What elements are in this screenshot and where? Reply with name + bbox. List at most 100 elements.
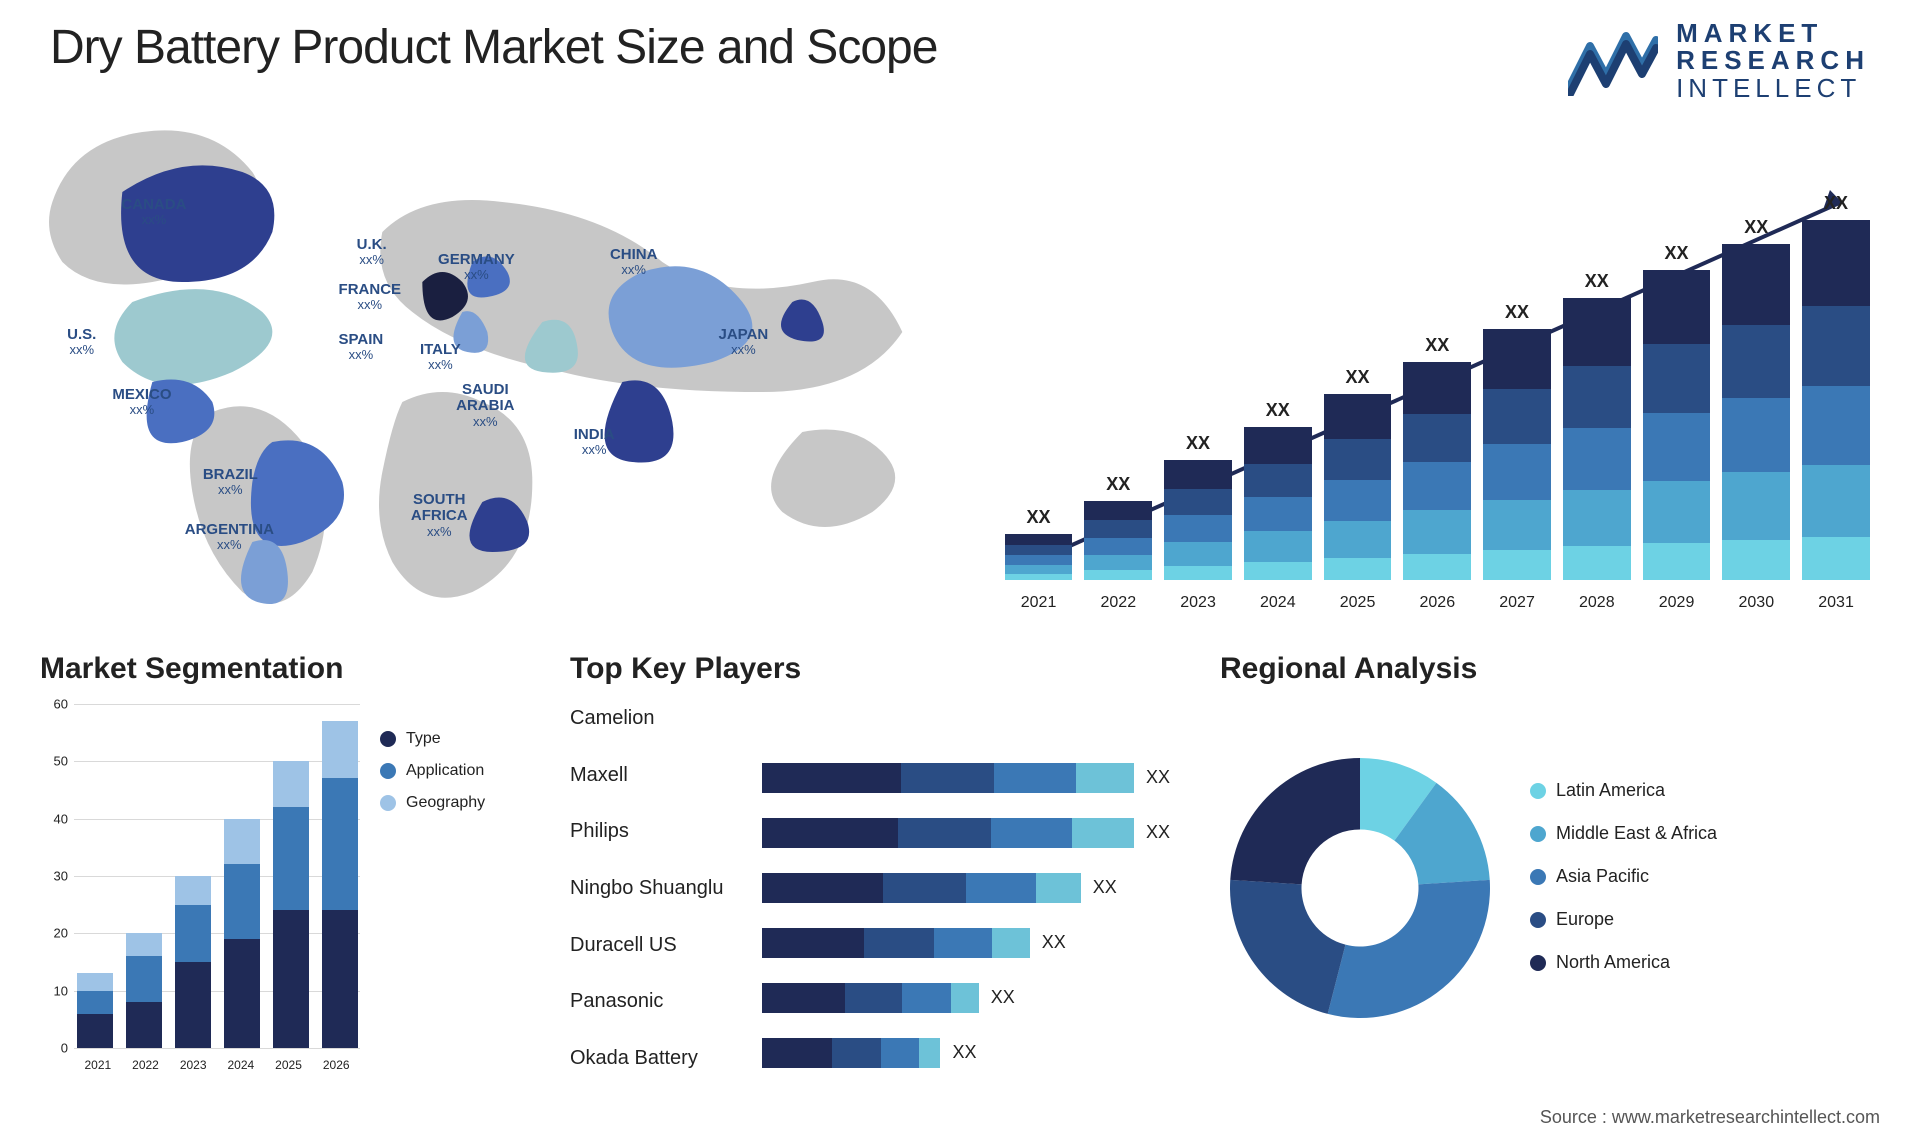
segmentation-bar (77, 973, 113, 1048)
segmentation-year-label: 2023 (169, 1058, 217, 1072)
growth-bar: XX (1324, 367, 1392, 579)
growth-bar: XX (1722, 217, 1790, 580)
key-players-section: Top Key Players CamelionMaxellPhilipsNin… (570, 652, 1170, 1072)
regional-legend-item: North America (1530, 952, 1880, 973)
growth-xaxis: 2021202220232024202520262027202820292030… (1005, 594, 1870, 612)
segmentation-legend-item: Geography (380, 794, 520, 812)
growth-bar: XX (1643, 243, 1711, 580)
key-players-bars: XX XX XX XX XX XX (762, 704, 1170, 1072)
donut-slice (1230, 880, 1345, 1014)
key-player-name: Panasonic (570, 991, 750, 1011)
growth-bar-value: XX (1744, 217, 1768, 238)
growth-bar-value: XX (1266, 400, 1290, 421)
key-players-title: Top Key Players (570, 652, 1170, 686)
segmentation-bar (175, 876, 211, 1048)
segmentation-title: Market Segmentation (40, 652, 520, 686)
legend-label: Type (406, 730, 441, 748)
key-player-name: Maxell (570, 765, 750, 785)
growth-year-label: 2023 (1164, 594, 1232, 612)
key-player-name: Duracell US (570, 935, 750, 955)
legend-dot (1530, 826, 1546, 842)
growth-year-label: 2024 (1244, 594, 1312, 612)
logo-line-2: RESEARCH (1676, 47, 1870, 74)
key-player-value: XX (1146, 822, 1170, 843)
growth-year-label: 2030 (1722, 594, 1790, 612)
region-china (609, 266, 753, 367)
donut-slice (1328, 880, 1490, 1018)
world-map-svg (40, 112, 945, 612)
key-player-name: Philips (570, 821, 750, 841)
legend-dot (1530, 869, 1546, 885)
legend-label: North America (1556, 952, 1670, 973)
regional-legend-item: Latin America (1530, 780, 1880, 801)
region-us (114, 289, 272, 385)
key-player-value: XX (953, 1042, 977, 1063)
segmentation-year-label: 2022 (122, 1058, 170, 1072)
growth-bar: XX (1084, 474, 1152, 580)
region-brazil (251, 440, 344, 546)
regional-section: Regional Analysis Latin America Middle Ea… (1220, 652, 1880, 1072)
logo-text: MARKET RESEARCH INTELLECT (1676, 20, 1870, 102)
segmentation-bar (273, 761, 309, 1048)
donut-svg (1220, 748, 1500, 1028)
key-player-row (762, 708, 1170, 738)
legend-label: Latin America (1556, 780, 1665, 801)
key-player-row: XX (762, 928, 1170, 958)
growth-year-label: 2027 (1483, 594, 1551, 612)
page-title: Dry Battery Product Market Size and Scop… (50, 20, 937, 75)
regional-title: Regional Analysis (1220, 652, 1880, 686)
regional-donut (1220, 748, 1500, 1028)
logo-line-1: MARKET (1676, 20, 1870, 47)
growth-year-label: 2021 (1005, 594, 1073, 612)
growth-year-label: 2031 (1802, 594, 1870, 612)
key-player-value: XX (1042, 932, 1066, 953)
growth-year-label: 2028 (1563, 594, 1631, 612)
segmentation-section: Market Segmentation 0102030405060 202120… (40, 652, 520, 1072)
growth-bar-value: XX (1106, 474, 1130, 495)
header: Dry Battery Product Market Size and Scop… (40, 20, 1880, 102)
key-player-row: XX (762, 1038, 1170, 1068)
segmentation-legend-item: Application (380, 762, 520, 780)
key-player-name: Camelion (570, 708, 750, 728)
key-player-row: XX (762, 983, 1170, 1013)
growth-bar-value: XX (1824, 193, 1848, 214)
segmentation-xaxis: 202120222023202420252026 (74, 1058, 360, 1072)
growth-year-label: 2029 (1643, 594, 1711, 612)
segmentation-legend-item: Type (380, 730, 520, 748)
key-player-row: XX (762, 873, 1170, 903)
segmentation-ytick: 50 (40, 754, 68, 769)
growth-year-label: 2025 (1324, 594, 1392, 612)
regional-legend-item: Middle East & Africa (1530, 823, 1880, 844)
segmentation-ytick: 30 (40, 868, 68, 883)
region-india (605, 380, 674, 462)
segmentation-year-label: 2026 (312, 1058, 360, 1072)
world-map: CANADAxx%U.S.xx%MEXICOxx%BRAZILxx%ARGENT… (40, 112, 945, 612)
regional-legend-item: Europe (1530, 909, 1880, 930)
segmentation-year-label: 2025 (265, 1058, 313, 1072)
key-player-row: XX (762, 818, 1170, 848)
source-label: Source : www.marketresearchintellect.com (1540, 1107, 1880, 1128)
growth-bars: XXXXXXXXXXXXXXXXXXXXXX (1005, 172, 1870, 580)
key-player-value: XX (1146, 767, 1170, 788)
legend-dot (1530, 955, 1546, 971)
legend-label: Geography (406, 794, 485, 812)
legend-dot (1530, 912, 1546, 928)
segmentation-year-label: 2021 (74, 1058, 122, 1072)
growth-bar-value: XX (1585, 271, 1609, 292)
growth-bar: XX (1005, 507, 1073, 580)
segmentation-ytick: 60 (40, 696, 68, 711)
growth-bar: XX (1244, 400, 1312, 580)
segmentation-bar (224, 819, 260, 1048)
regional-legend-item: Asia Pacific (1530, 866, 1880, 887)
region-canada (121, 165, 274, 282)
key-players-names: CamelionMaxellPhilipsNingbo ShuangluDura… (570, 704, 750, 1072)
key-player-row: XX (762, 763, 1170, 793)
top-row: CANADAxx%U.S.xx%MEXICOxx%BRAZILxx%ARGENT… (40, 112, 1880, 612)
legend-dot (380, 731, 396, 747)
growth-bar-value: XX (1665, 243, 1689, 264)
growth-year-label: 2022 (1084, 594, 1152, 612)
legend-label: Middle East & Africa (1556, 823, 1717, 844)
growth-bar: XX (1403, 335, 1471, 580)
segmentation-bars (74, 704, 360, 1048)
legend-label: Application (406, 762, 484, 780)
